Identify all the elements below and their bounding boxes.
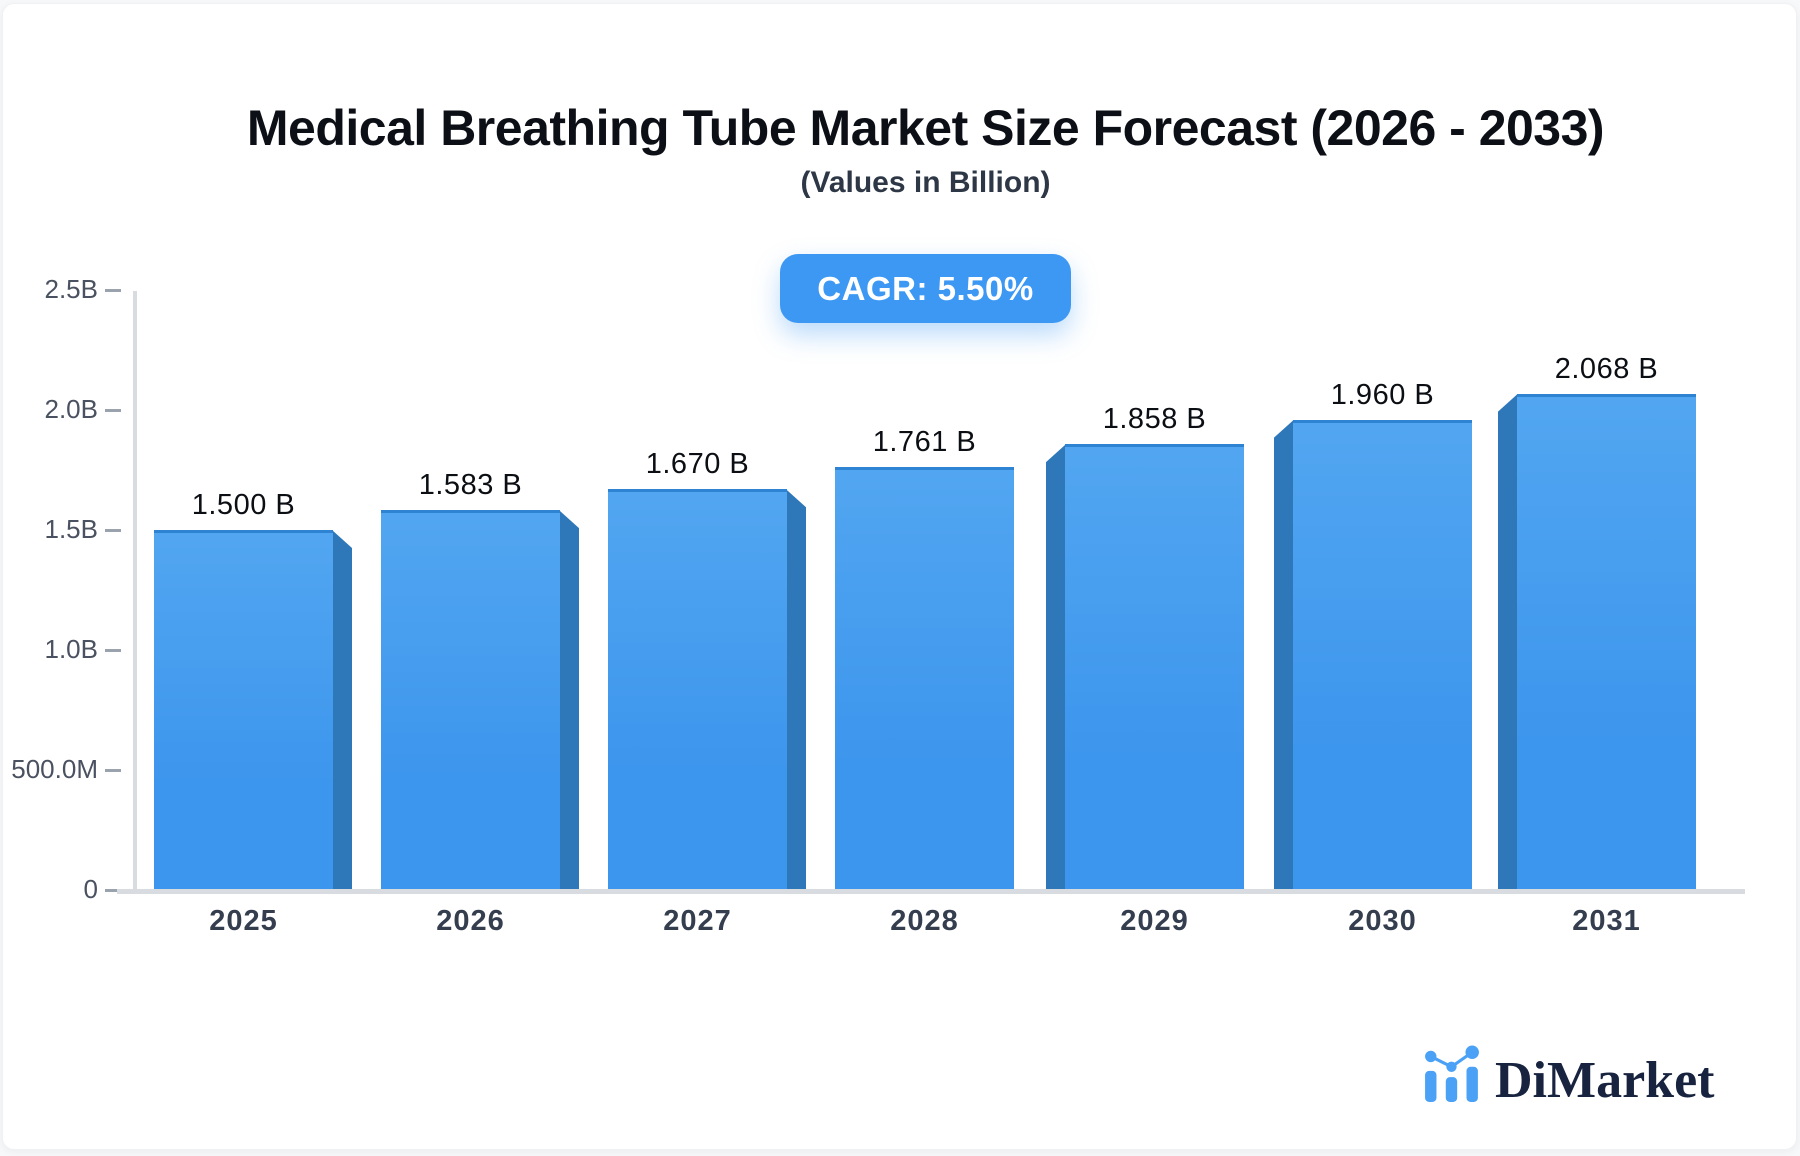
y-tick-label: 0 — [83, 874, 98, 904]
dimarket-logo-text: DiMarket — [1495, 1052, 1715, 1109]
y-tick-label: 2.0B — [44, 394, 99, 424]
x-axis-label-2029: 2029 — [1120, 905, 1189, 937]
plot-area: 2.5B 2.0B 1.5B 1.0B 500.0M 0 1.500 B 2025 1.583 … — [3, 4, 1800, 1156]
y-tick-dash — [105, 889, 121, 892]
bar-2027 — [608, 489, 787, 890]
bar-value-label-2026: 1.583 B — [418, 469, 523, 502]
bar-value-label-2028: 1.761 B — [872, 426, 977, 459]
x-axis-line — [117, 889, 1745, 894]
bar-value-label-2030: 1.960 B — [1330, 378, 1435, 411]
chart-subtitle: (Values in Billion) — [800, 166, 1051, 199]
bar-side-2029 — [1046, 444, 1066, 890]
bar-2026 — [381, 510, 560, 890]
bar-2030 — [1293, 419, 1472, 890]
y-tick-label: 1.5B — [44, 514, 99, 544]
y-tick-label: 1.0B — [44, 634, 99, 664]
bar-chart-logo-icon — [1423, 1044, 1481, 1107]
cagr-badge: CAGR: 5.50% — [780, 254, 1071, 323]
bar-value-label-2025: 1.500 B — [191, 489, 296, 521]
chart-title: Medical Breathing Tube Market Size Forec… — [246, 100, 1605, 156]
x-axis-label-2030: 2030 — [1348, 905, 1417, 937]
bar-side-2025 — [332, 530, 352, 890]
y-tick-label: 2.5B — [44, 274, 99, 304]
dimarket-logo: DiMarket — [1423, 1044, 1714, 1107]
x-axis-label-2025: 2025 — [209, 905, 278, 937]
bar-2029 — [1065, 444, 1244, 890]
bar-side-2026 — [559, 510, 579, 890]
y-tick-dash — [105, 769, 121, 772]
x-axis-label-2027: 2027 — [663, 905, 732, 937]
chart-header: Medical Breathing Tube Market Size Forec… — [3, 4, 1796, 323]
bar-2025 — [154, 530, 333, 890]
bar-value-label-2029: 1.858 B — [1102, 403, 1207, 436]
bar-side-2031 — [1498, 393, 1518, 890]
y-tick-dash — [105, 529, 121, 532]
x-axis-label-2026: 2026 — [436, 905, 505, 937]
x-axis-label-2028: 2028 — [890, 905, 959, 937]
y-axis-line — [133, 291, 137, 890]
y-tick-dash — [105, 649, 121, 652]
bar-value-label-2031: 2.068 B — [1554, 352, 1659, 385]
chart-card: Medical Breathing Tube Market Size Forec… — [2, 3, 1797, 1150]
bar-side-2027 — [786, 489, 806, 890]
x-axis-label-2031: 2031 — [1572, 905, 1641, 937]
bar-side-2030 — [1274, 419, 1294, 890]
y-tick-dash — [105, 409, 121, 412]
bar-2031 — [1517, 393, 1696, 890]
bar-value-label-2027: 1.670 B — [645, 448, 750, 481]
y-tick-dash — [105, 289, 121, 292]
y-tick-label: 500.0M — [11, 754, 98, 784]
bar-2028 — [835, 467, 1014, 890]
